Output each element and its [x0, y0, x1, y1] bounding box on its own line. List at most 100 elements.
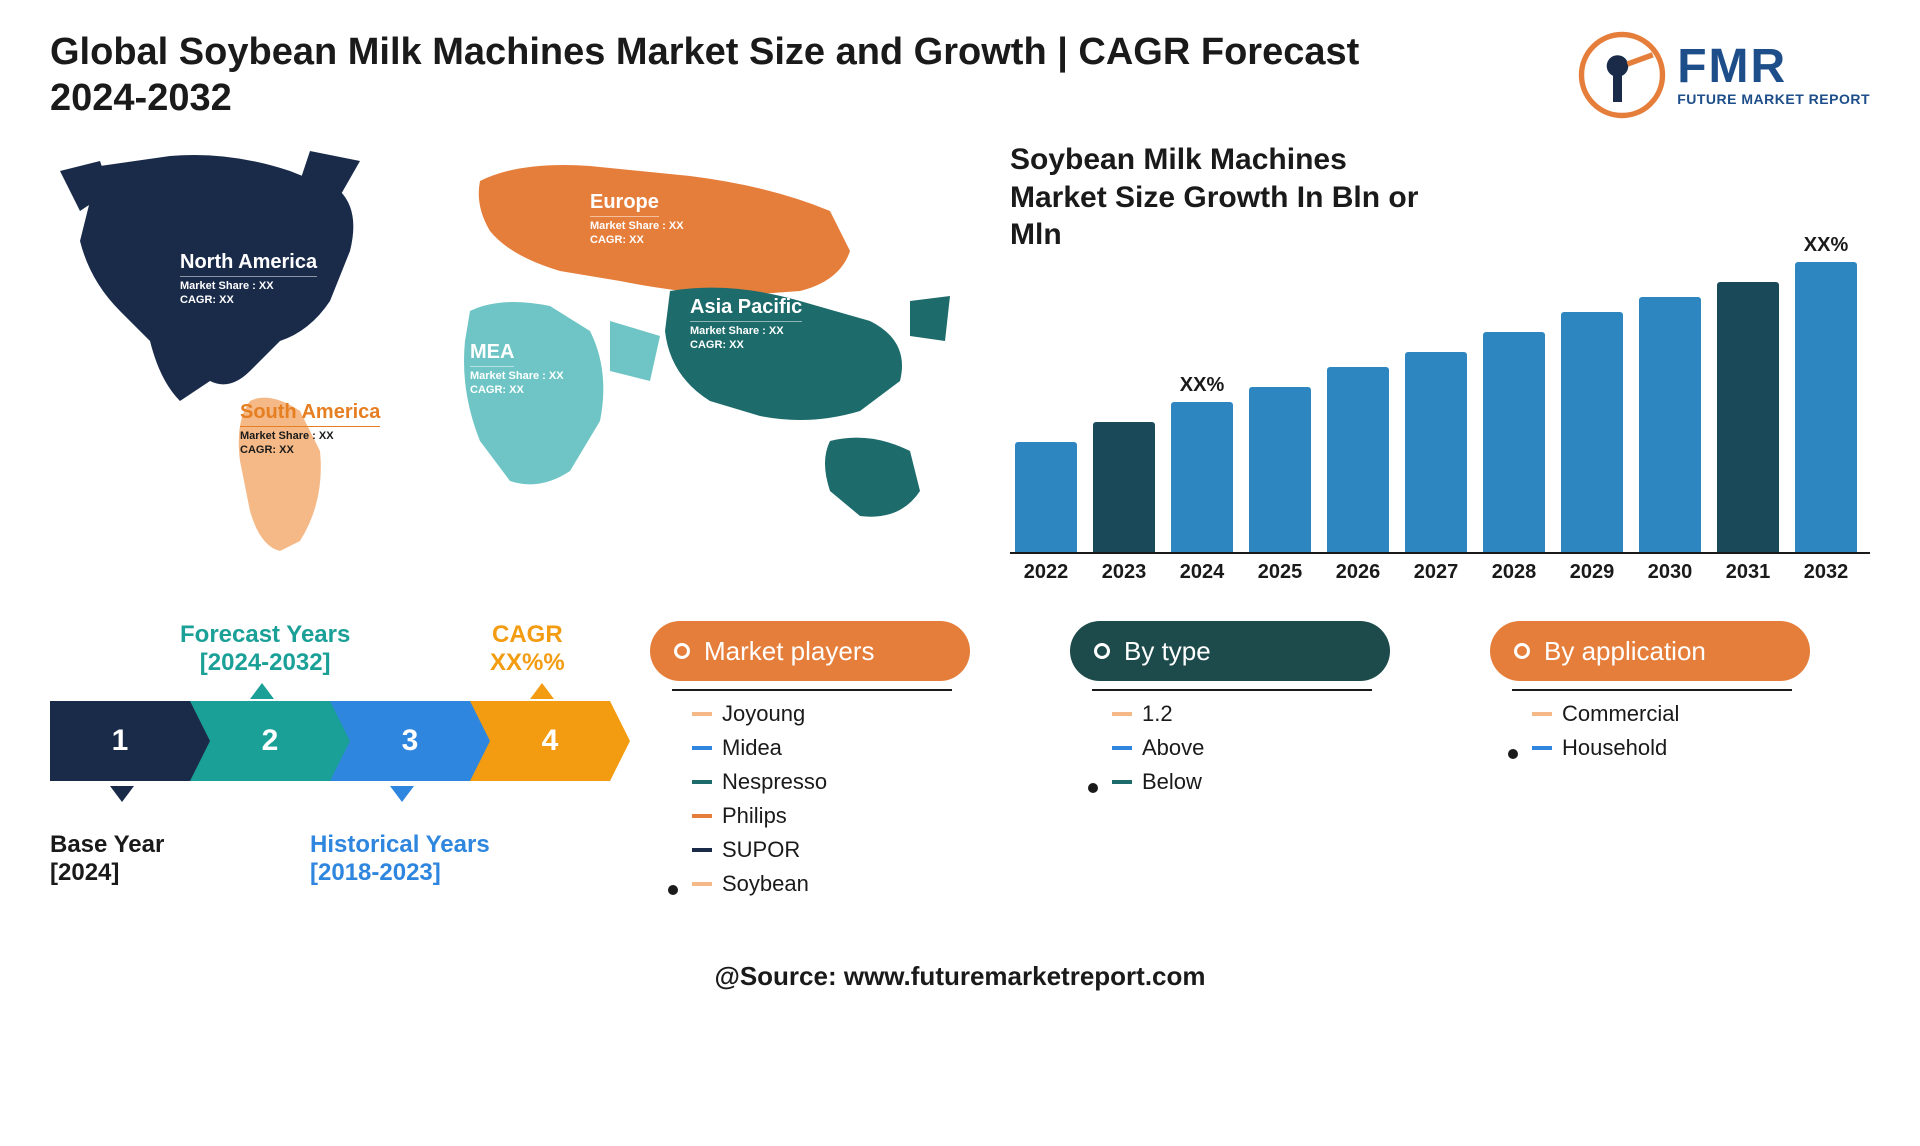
list-item: Nespresso — [680, 765, 1030, 799]
bar — [1093, 422, 1155, 552]
timeline-chevrons: 1234 — [50, 701, 610, 781]
arrow-historical-icon — [390, 786, 414, 802]
list-item: Commercial — [1520, 697, 1870, 731]
list-item-label: Household — [1562, 735, 1667, 761]
bar — [1483, 332, 1545, 552]
bar — [1405, 352, 1467, 552]
logo-sub-text: FUTURE MARKET REPORT — [1677, 91, 1870, 107]
arrow-cagr-icon — [530, 683, 554, 699]
list-item: Below — [1100, 765, 1450, 799]
list-item-label: Midea — [722, 735, 782, 761]
main-row: North America Market Share : XX CAGR: XX… — [50, 141, 1870, 561]
bar-year-label: 2024 — [1180, 561, 1225, 584]
list-item: Household — [1520, 731, 1870, 765]
by-type-section: By type 1.2 Above Below — [1070, 621, 1450, 799]
base-year-label: Base Year [2024] — [50, 831, 164, 887]
marker-icon — [692, 712, 712, 716]
bottom-row: Forecast Years [2024-2032] CAGR XX%% 123… — [50, 621, 1870, 901]
bar-top-label: XX% — [1180, 374, 1224, 397]
marker-icon — [692, 848, 712, 852]
bar — [1561, 312, 1623, 552]
bar — [1639, 297, 1701, 552]
bar — [1327, 367, 1389, 552]
list-item-label: Below — [1142, 769, 1202, 795]
by-type-list: 1.2 Above Below — [1070, 697, 1450, 799]
marker-icon — [1112, 746, 1132, 750]
label-north-america: North America Market Share : XX CAGR: XX — [180, 251, 317, 308]
historical-label: Historical Years [2018-2023] — [310, 831, 490, 887]
bar-wrap: 2023 — [1093, 422, 1155, 552]
arrow-forecast-icon — [250, 683, 274, 699]
growth-chart: Soybean Milk Machines Market Size Growth… — [1010, 141, 1870, 561]
bar-year-label: 2028 — [1492, 561, 1537, 584]
source-text: @Source: www.futuremarketreport.com — [50, 961, 1870, 992]
marker-icon — [1112, 712, 1132, 716]
logo-text: FMR FUTURE MARKET REPORT — [1677, 43, 1870, 107]
logo-icon — [1577, 30, 1667, 120]
marker-icon — [1112, 780, 1132, 784]
bar-wrap: 2026 — [1327, 367, 1389, 552]
bar — [1249, 387, 1311, 552]
arrow-base-icon — [110, 786, 134, 802]
bar-wrap: 2030 — [1639, 297, 1701, 552]
bar-wrap: 2025 — [1249, 387, 1311, 552]
by-application-header: By application — [1490, 621, 1810, 681]
bar-year-label: 2032 — [1804, 561, 1849, 584]
bar-year-label: 2027 — [1414, 561, 1459, 584]
bar — [1015, 442, 1077, 552]
logo-fmr-text: FMR — [1677, 43, 1870, 91]
by-application-section: By application Commercial Household — [1490, 621, 1870, 765]
bar — [1795, 262, 1857, 552]
list-item: Midea — [680, 731, 1030, 765]
timeline-step: 2 — [190, 701, 330, 781]
bar-year-label: 2031 — [1726, 561, 1771, 584]
timeline-step: 3 — [330, 701, 470, 781]
list-item: Soybean — [680, 867, 1030, 901]
bar-wrap: 2022 — [1015, 442, 1077, 552]
list-item-label: Philips — [722, 803, 787, 829]
list-item-label: Commercial — [1562, 701, 1679, 727]
bar-wrap: 2032XX% — [1795, 262, 1857, 552]
header: Global Soybean Milk Machines Market Size… — [50, 30, 1870, 121]
bar-year-label: 2023 — [1102, 561, 1147, 584]
bar-year-label: 2025 — [1258, 561, 1303, 584]
label-south-america: South America Market Share : XX CAGR: XX — [240, 401, 380, 458]
list-item: SUPOR — [680, 833, 1030, 867]
page-title: Global Soybean Milk Machines Market Size… — [50, 30, 1450, 121]
dot-icon — [674, 643, 690, 659]
list-item: Above — [1100, 731, 1450, 765]
bar — [1717, 282, 1779, 552]
by-type-header: By type — [1070, 621, 1390, 681]
list-item: Philips — [680, 799, 1030, 833]
dot-icon — [1094, 643, 1110, 659]
list-item: Joyoung — [680, 697, 1030, 731]
bar-wrap: 2029 — [1561, 312, 1623, 552]
bar-top-label: XX% — [1804, 234, 1848, 257]
bar-wrap: 2028 — [1483, 332, 1545, 552]
dot-icon — [1514, 643, 1530, 659]
bar-wrap: 2024XX% — [1171, 402, 1233, 552]
cagr-label: CAGR XX%% — [490, 621, 565, 677]
bar-wrap: 2031 — [1717, 282, 1779, 552]
list-item-label: Nespresso — [722, 769, 827, 795]
timeline-step: 1 — [50, 701, 190, 781]
list-item-label: Above — [1142, 735, 1204, 761]
marker-icon — [1532, 746, 1552, 750]
world-map: North America Market Share : XX CAGR: XX… — [50, 141, 970, 561]
label-europe: Europe Market Share : XX CAGR: XX — [590, 191, 684, 248]
marker-icon — [692, 746, 712, 750]
bar-year-label: 2029 — [1570, 561, 1615, 584]
bar-year-label: 2022 — [1024, 561, 1069, 584]
fmr-logo: FMR FUTURE MARKET REPORT — [1577, 30, 1870, 120]
bar — [1171, 402, 1233, 552]
timeline-step: 4 — [470, 701, 610, 781]
label-mea: MEA Market Share : XX CAGR: XX — [470, 341, 564, 398]
list-item-label: Joyoung — [722, 701, 805, 727]
bar-wrap: 2027 — [1405, 352, 1467, 552]
list-item-label: Soybean — [722, 871, 809, 897]
list-item: 1.2 — [1100, 697, 1450, 731]
by-application-list: Commercial Household — [1490, 697, 1870, 765]
marker-icon — [692, 882, 712, 886]
marker-icon — [692, 780, 712, 784]
list-item-label: 1.2 — [1142, 701, 1173, 727]
